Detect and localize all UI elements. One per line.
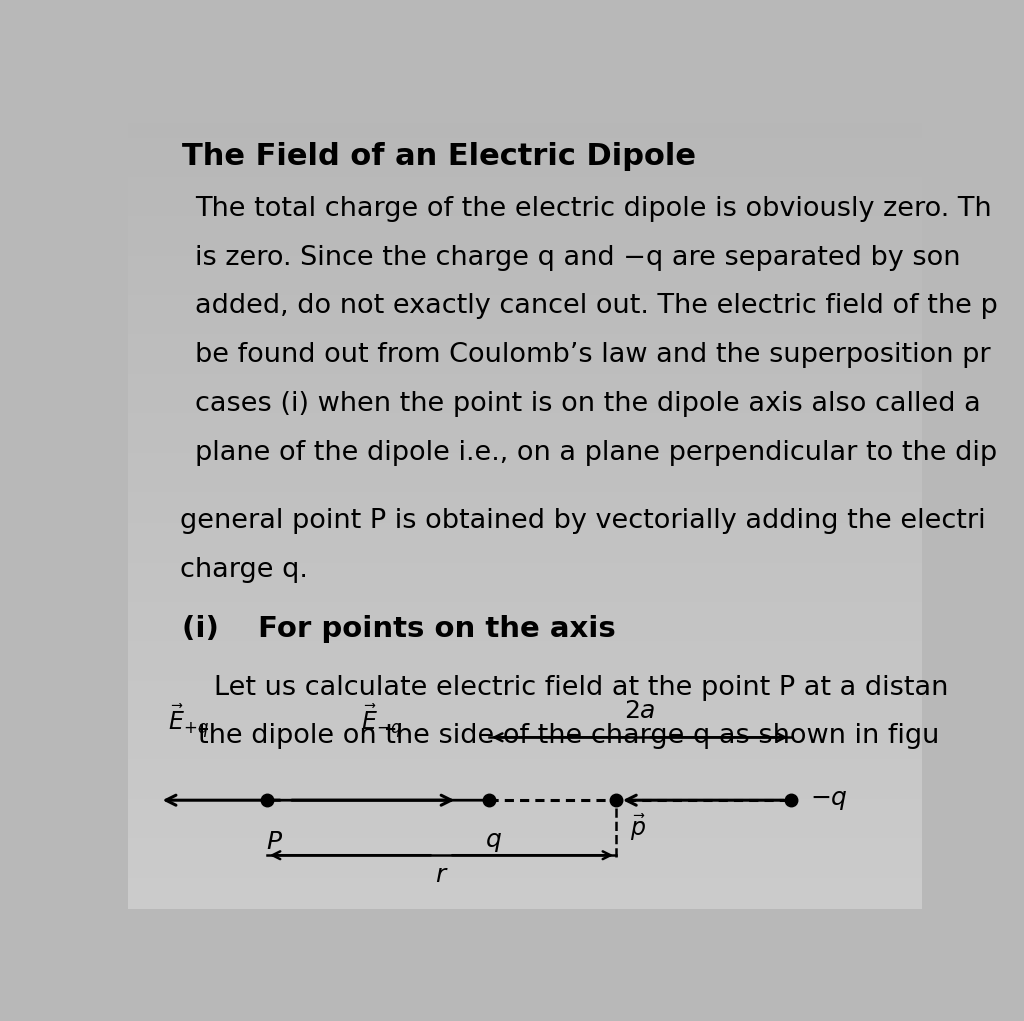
Text: $P$: $P$ (266, 830, 284, 855)
Text: $-q$: $-q$ (811, 788, 848, 812)
Text: added, do not exactly cancel out. The electric field of the p: added, do not exactly cancel out. The el… (196, 293, 998, 320)
Text: plane of the dipole i.e., on a plane perpendicular to the dip: plane of the dipole i.e., on a plane per… (196, 439, 997, 466)
Text: $\vec{E}_{-q}$: $\vec{E}_{-q}$ (360, 702, 401, 741)
Text: The Field of an Electric Dipole: The Field of an Electric Dipole (182, 142, 696, 172)
Text: cases (i) when the point is on the dipole axis also called a: cases (i) when the point is on the dipol… (196, 391, 981, 417)
Text: is zero. Since the charge q and −q are separated by son: is zero. Since the charge q and −q are s… (196, 245, 961, 271)
Text: $\vec{E}_{+q}$: $\vec{E}_{+q}$ (168, 702, 209, 741)
Text: The total charge of the electric dipole is obviously zero. Th: The total charge of the electric dipole … (196, 196, 992, 222)
Text: be found out from Coulomb’s law and the superposition pr: be found out from Coulomb’s law and the … (196, 342, 991, 368)
Text: charge q.: charge q. (179, 556, 307, 583)
Text: $2a$: $2a$ (624, 699, 655, 723)
Text: (i)  For points on the axis: (i) For points on the axis (182, 616, 615, 643)
Text: the dipole on the side of the charge q as shown in figu: the dipole on the side of the charge q a… (198, 724, 939, 749)
Text: $r$: $r$ (434, 863, 449, 887)
Text: $\vec{p}$: $\vec{p}$ (631, 813, 647, 843)
Text: general point P is obtained by vectorially adding the electri: general point P is obtained by vectorial… (179, 507, 985, 534)
Text: Let us calculate electric field at the point P at a distan: Let us calculate electric field at the p… (214, 675, 948, 700)
Text: $q$: $q$ (484, 830, 502, 855)
